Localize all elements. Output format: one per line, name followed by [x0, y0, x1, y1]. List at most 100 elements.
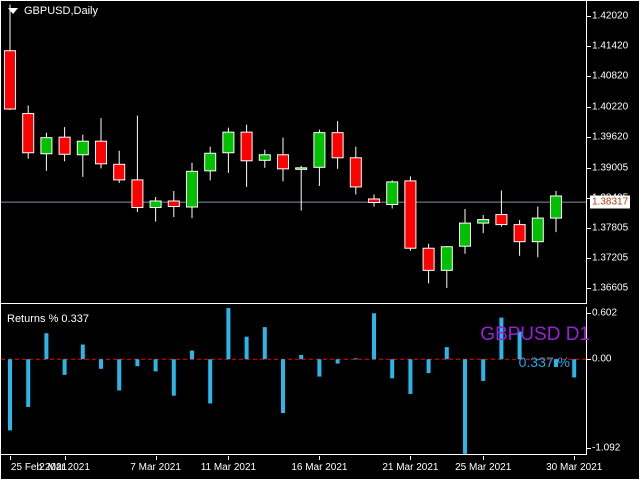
price-chart-pane[interactable] [1, 1, 587, 304]
histogram-bar [390, 359, 395, 379]
histogram-bar [317, 359, 322, 377]
time-tick [410, 456, 412, 460]
histogram-bar [353, 358, 358, 360]
price-tick [587, 46, 591, 48]
histogram-bar [426, 359, 431, 374]
time-axis[interactable]: 25 Feb 2021 2 Mar 2021 7 Mar 2021 11 Mar 20… [1, 456, 602, 479]
indicator-tick-label: 0.00 [592, 353, 612, 365]
histogram-bar [372, 313, 376, 360]
candlestick-chart [1, 4, 586, 288]
indicator-tick [587, 359, 591, 361]
indicator-label: Returns % 0.337 [7, 313, 89, 325]
candle [513, 224, 526, 243]
histogram-bar [117, 359, 122, 391]
symbol-tag: GBPUSD D1 [480, 324, 590, 345]
indicator-tick-label: 0.602 [592, 307, 618, 319]
price-tick [587, 16, 591, 18]
time-tick [64, 456, 66, 460]
candle [204, 152, 217, 172]
indicator-tick [587, 448, 591, 449]
histogram-bar [80, 344, 85, 360]
candle [131, 179, 144, 209]
histogram-bar [226, 308, 231, 360]
histogram-bar [171, 359, 176, 396]
time-tick-label: 11 Mar 2021 [200, 462, 257, 473]
histogram-bar [8, 359, 12, 431]
indicator-axis[interactable]: 0.602 0.00 -1.092 [587, 307, 639, 455]
histogram-bar [99, 359, 103, 369]
indicator-pane[interactable] [1, 307, 587, 455]
time-tick-label: 25 Feb 2021 [10, 462, 68, 473]
price-tick-label: 1.40220 [592, 101, 629, 113]
candle [550, 195, 562, 219]
candle [440, 246, 453, 271]
time-tick-label: 16 Mar 2021 [291, 462, 348, 473]
histogram-bar [444, 347, 449, 360]
price-tick-label: 1.37805 [592, 222, 629, 234]
time-tick [483, 456, 485, 460]
candle [240, 131, 253, 162]
price-tick [587, 106, 591, 108]
price-tick [587, 288, 591, 290]
time-tick-label: 21 Mar 2021 [382, 462, 439, 473]
candle [167, 200, 180, 208]
time-tick [319, 456, 321, 460]
indicator-tick-label: -1.092 [592, 442, 621, 454]
candle [477, 219, 490, 224]
price-tick [587, 76, 591, 78]
price-tick-label: 1.36605 [592, 282, 629, 294]
candle [313, 132, 326, 168]
histogram-bar [572, 359, 577, 378]
candle [459, 222, 471, 247]
returns-histogram [1, 308, 586, 454]
price-tick-label: 1.41420 [592, 40, 629, 52]
candle [186, 170, 198, 208]
candle [149, 200, 162, 209]
chevron-down-icon[interactable] [8, 8, 18, 14]
price-tick [587, 258, 591, 260]
candle [113, 163, 126, 181]
histogram-bar [153, 359, 158, 372]
candle [295, 167, 308, 170]
histogram-bar [499, 317, 504, 360]
price-tick-label: 1.42020 [592, 10, 629, 22]
candle [531, 217, 544, 243]
percent-tag: 0.337 % [518, 354, 570, 370]
candle [95, 140, 107, 165]
price-tick [587, 167, 591, 169]
candle [4, 50, 16, 110]
price-tick [587, 136, 591, 138]
candle [277, 154, 289, 170]
histogram-bar [517, 331, 522, 360]
histogram-bar [463, 359, 467, 454]
chart-title[interactable]: GBPUSD,Daily [8, 5, 98, 17]
price-axis[interactable]: 1.42020 1.41420 1.40820 1.40220 1.39620 1.390… [587, 1, 639, 304]
price-tick-label: 1.37205 [592, 252, 629, 264]
candle [222, 131, 235, 154]
time-tick [574, 456, 576, 460]
histogram-bar [335, 359, 340, 364]
price-tick-label: 1.39620 [592, 131, 629, 143]
histogram-bar [299, 354, 304, 360]
histogram-bar [408, 359, 413, 394]
histogram-bar [190, 350, 194, 360]
histogram-bar [208, 359, 213, 404]
time-tick-label: 7 Mar 2021 [130, 462, 181, 473]
histogram-bar [44, 333, 49, 360]
chart-title-label: GBPUSD,Daily [24, 5, 98, 17]
price-tick-label: 1.39005 [592, 162, 629, 174]
time-tick-label: 25 Mar 2021 [455, 462, 512, 473]
candle [368, 198, 380, 204]
histogram-bar [26, 359, 31, 407]
histogram-bar [535, 359, 540, 361]
candle [349, 157, 362, 188]
time-tick-label: 30 Mar 2021 [546, 462, 603, 473]
histogram-bar [281, 359, 285, 414]
time-tick-label: 2 Mar 2021 [39, 462, 90, 473]
candle [386, 181, 399, 206]
price-tick [587, 227, 591, 229]
price-tick-label: 1.40820 [592, 70, 629, 82]
price-tick [587, 197, 591, 199]
candle [495, 214, 508, 226]
indicator-tick [587, 313, 591, 314]
